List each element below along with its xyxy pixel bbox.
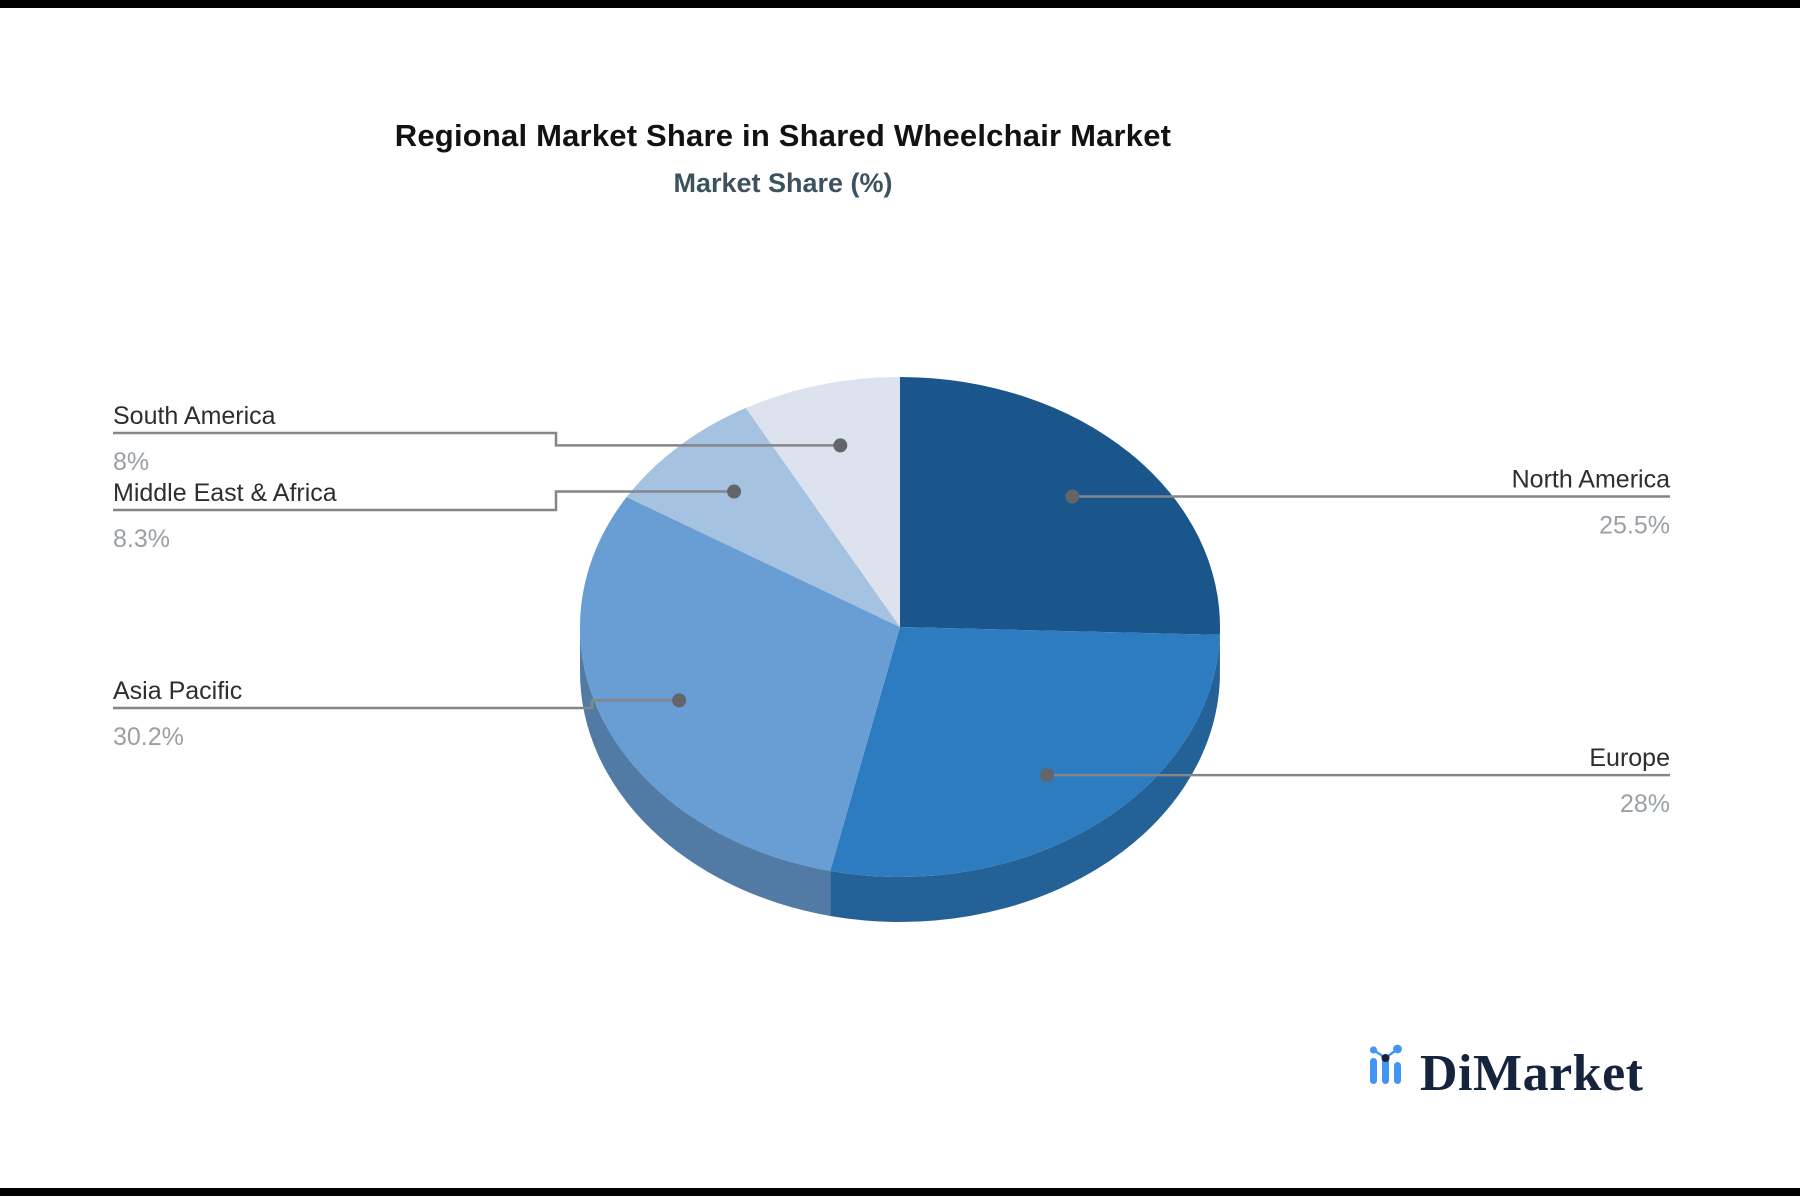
leader-dot-europe xyxy=(1040,768,1055,783)
pie-slice-asia-pacific[interactable] xyxy=(580,497,900,871)
leader-dot-south-america xyxy=(833,438,848,453)
slice-label-south-america: South America xyxy=(113,402,276,430)
leader-dot-middle-east-africa xyxy=(727,484,742,499)
slice-value-north-america: 25.5% xyxy=(1599,512,1670,540)
bar-chart-logo-icon xyxy=(1369,1044,1402,1084)
slice-label-north-america: North America xyxy=(1512,466,1670,494)
dimarket-logo-text: DiMarket xyxy=(1420,1045,1644,1102)
slice-label-europe: Europe xyxy=(1589,744,1670,772)
pie-slice-side-asia-pacific xyxy=(580,627,831,916)
slice-value-middle-east-africa: 8.3% xyxy=(113,525,170,553)
dimarket-logo: DiMarket xyxy=(1364,1040,1684,1110)
slice-value-south-america: 8% xyxy=(113,448,149,476)
leader-line-south-america xyxy=(113,431,841,447)
chart-subtitle: Market Share (%) xyxy=(673,168,893,198)
leader-dot-north-america xyxy=(1065,489,1080,504)
chart-title: Regional Market Share in Shared Wheelcha… xyxy=(394,118,1172,153)
pie-slice-north-america[interactable] xyxy=(900,377,1220,635)
pie-slice-middle-east-africa[interactable] xyxy=(626,407,900,627)
slice-label-asia-pacific: Asia Pacific xyxy=(113,677,242,705)
slice-value-asia-pacific: 30.2% xyxy=(113,723,184,751)
slice-label-middle-east-africa: Middle East & Africa xyxy=(113,479,337,507)
slice-value-europe: 28% xyxy=(1620,790,1670,818)
leader-line-asia-pacific xyxy=(113,699,680,710)
leader-dot-asia-pacific xyxy=(672,693,687,708)
leader-line-middle-east-africa xyxy=(113,490,735,512)
pie-slice-south-america[interactable] xyxy=(745,377,900,627)
letterbox-top-bar xyxy=(0,0,1800,8)
pie-slice-side-europe xyxy=(830,634,1220,922)
pie-slice-europe[interactable] xyxy=(830,627,1220,878)
letterbox-bottom-bar xyxy=(0,1188,1800,1196)
